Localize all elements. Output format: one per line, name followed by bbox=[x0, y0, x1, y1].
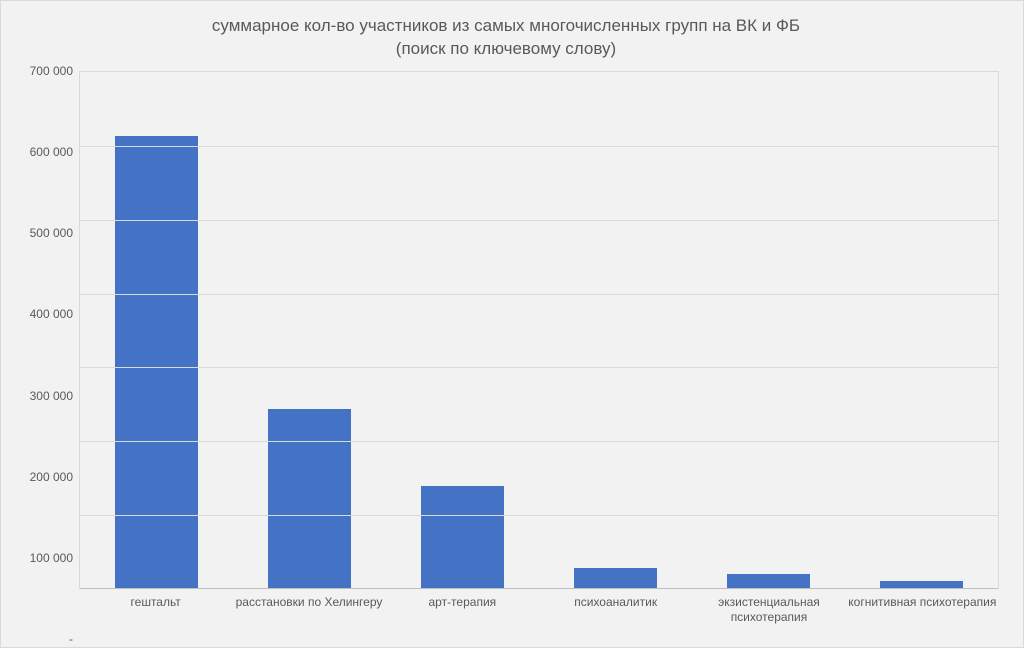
y-tick-label: 600 000 bbox=[30, 145, 73, 159]
bars-row bbox=[80, 72, 998, 589]
y-tick-label: 300 000 bbox=[30, 389, 73, 403]
gridline bbox=[80, 441, 998, 442]
x-tick-label: гештальт bbox=[79, 595, 232, 639]
y-tick-label: 700 000 bbox=[30, 64, 73, 78]
plot-wrap: гештальтрасстановки по Хелингеруарт-тера… bbox=[79, 71, 999, 639]
chart-title-line2: (поиск по ключевому слову) bbox=[396, 39, 616, 58]
bar-slot bbox=[233, 72, 386, 589]
chart-container: суммарное кол-во участников из самых мно… bbox=[0, 0, 1024, 648]
bar-slot bbox=[80, 72, 233, 589]
x-tick-label: психоаналитик bbox=[539, 595, 692, 639]
x-tick-label: расстановки по Хелингеру bbox=[232, 595, 385, 639]
y-tick-label: 200 000 bbox=[30, 470, 73, 484]
chart-title: суммарное кол-во участников из самых мно… bbox=[13, 9, 999, 71]
bar bbox=[574, 568, 657, 589]
gridline bbox=[80, 367, 998, 368]
gridline bbox=[80, 220, 998, 221]
bar-slot bbox=[386, 72, 539, 589]
bar bbox=[115, 136, 198, 589]
chart-body: 700 000600 000500 000400 000300 000200 0… bbox=[13, 71, 999, 639]
bar bbox=[421, 486, 504, 589]
x-tick-label: арт-терапия bbox=[386, 595, 539, 639]
bar bbox=[727, 574, 810, 590]
y-tick-label: - bbox=[69, 632, 73, 646]
y-tick-label: 400 000 bbox=[30, 307, 73, 321]
x-axis: гештальтрасстановки по Хелингеруарт-тера… bbox=[79, 589, 999, 639]
bar bbox=[268, 409, 351, 589]
bar-slot bbox=[539, 72, 692, 589]
plot-area bbox=[79, 71, 999, 589]
bar-slot bbox=[845, 72, 998, 589]
gridline bbox=[80, 515, 998, 516]
x-axis-baseline bbox=[80, 588, 998, 589]
chart-title-line1: суммарное кол-во участников из самых мно… bbox=[212, 16, 800, 35]
x-tick-label: экзистенциальная психотерапия bbox=[692, 595, 845, 639]
bar-slot bbox=[692, 72, 845, 589]
y-tick-label: 500 000 bbox=[30, 226, 73, 240]
y-axis: 700 000600 000500 000400 000300 000200 0… bbox=[13, 71, 79, 639]
gridline bbox=[80, 146, 998, 147]
y-tick-label: 100 000 bbox=[30, 551, 73, 565]
gridline bbox=[80, 294, 998, 295]
x-tick-label: когнитивная психотерапия bbox=[846, 595, 999, 639]
